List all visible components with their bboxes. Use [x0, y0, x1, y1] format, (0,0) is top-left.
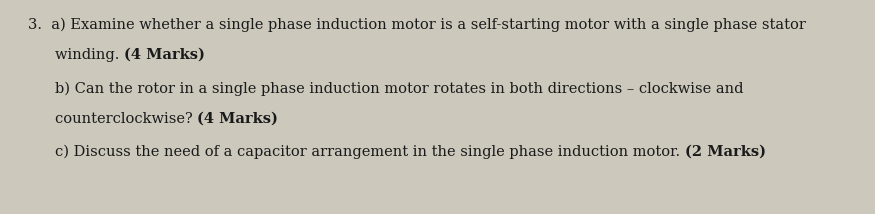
- Text: c) Discuss the need of a capacitor arrangement in the single phase induction mot: c) Discuss the need of a capacitor arran…: [55, 145, 685, 159]
- Text: (4 Marks): (4 Marks): [198, 112, 278, 126]
- Text: 3.  a) Examine whether a single phase induction motor is a self-starting motor w: 3. a) Examine whether a single phase ind…: [28, 18, 806, 32]
- Text: (4 Marks): (4 Marks): [124, 48, 205, 62]
- Text: b) Can the rotor in a single phase induction motor rotates in both directions – : b) Can the rotor in a single phase induc…: [55, 82, 744, 96]
- Text: winding.: winding.: [55, 48, 124, 62]
- Text: counterclockwise?: counterclockwise?: [55, 112, 198, 126]
- Text: (2 Marks): (2 Marks): [685, 145, 766, 159]
